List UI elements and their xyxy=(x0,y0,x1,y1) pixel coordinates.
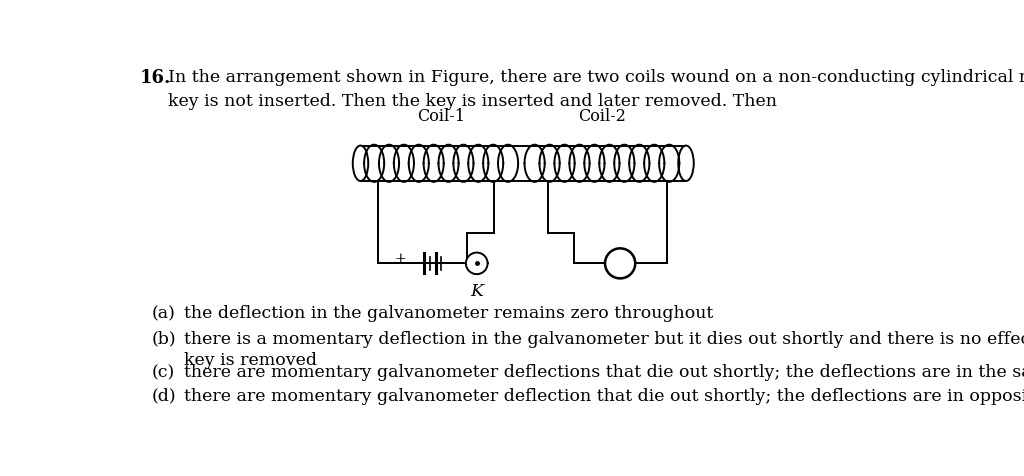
Text: there are momentary galvanometer deflection that die out shortly; the deflection: there are momentary galvanometer deflect… xyxy=(183,387,1024,404)
Text: +: + xyxy=(395,251,407,266)
Text: K: K xyxy=(470,282,483,299)
Text: (b): (b) xyxy=(152,330,176,347)
Text: there are momentary galvanometer deflections that die out shortly; the deflectio: there are momentary galvanometer deflect… xyxy=(183,364,1024,381)
Text: In the arrangement shown in Figure, there are two coils wound on a non-conductin: In the arrangement shown in Figure, ther… xyxy=(168,69,1024,109)
Text: (a): (a) xyxy=(152,305,175,321)
Text: the deflection in the galvanometer remains zero throughout: the deflection in the galvanometer remai… xyxy=(183,305,713,321)
Bar xyxy=(360,146,686,182)
Text: Coil-2: Coil-2 xyxy=(578,108,626,125)
Text: Coil-1: Coil-1 xyxy=(417,108,465,125)
Circle shape xyxy=(605,249,635,279)
Text: 16.: 16. xyxy=(139,69,171,87)
Text: G: G xyxy=(613,255,627,272)
Text: there is a momentary deflection in the galvanometer but it dies out shortly and : there is a momentary deflection in the g… xyxy=(183,330,1024,347)
Text: (c): (c) xyxy=(152,364,174,381)
Text: (d): (d) xyxy=(152,387,176,404)
Ellipse shape xyxy=(678,146,693,182)
Text: key is removed: key is removed xyxy=(183,351,316,368)
Circle shape xyxy=(466,253,487,275)
Ellipse shape xyxy=(352,146,369,182)
